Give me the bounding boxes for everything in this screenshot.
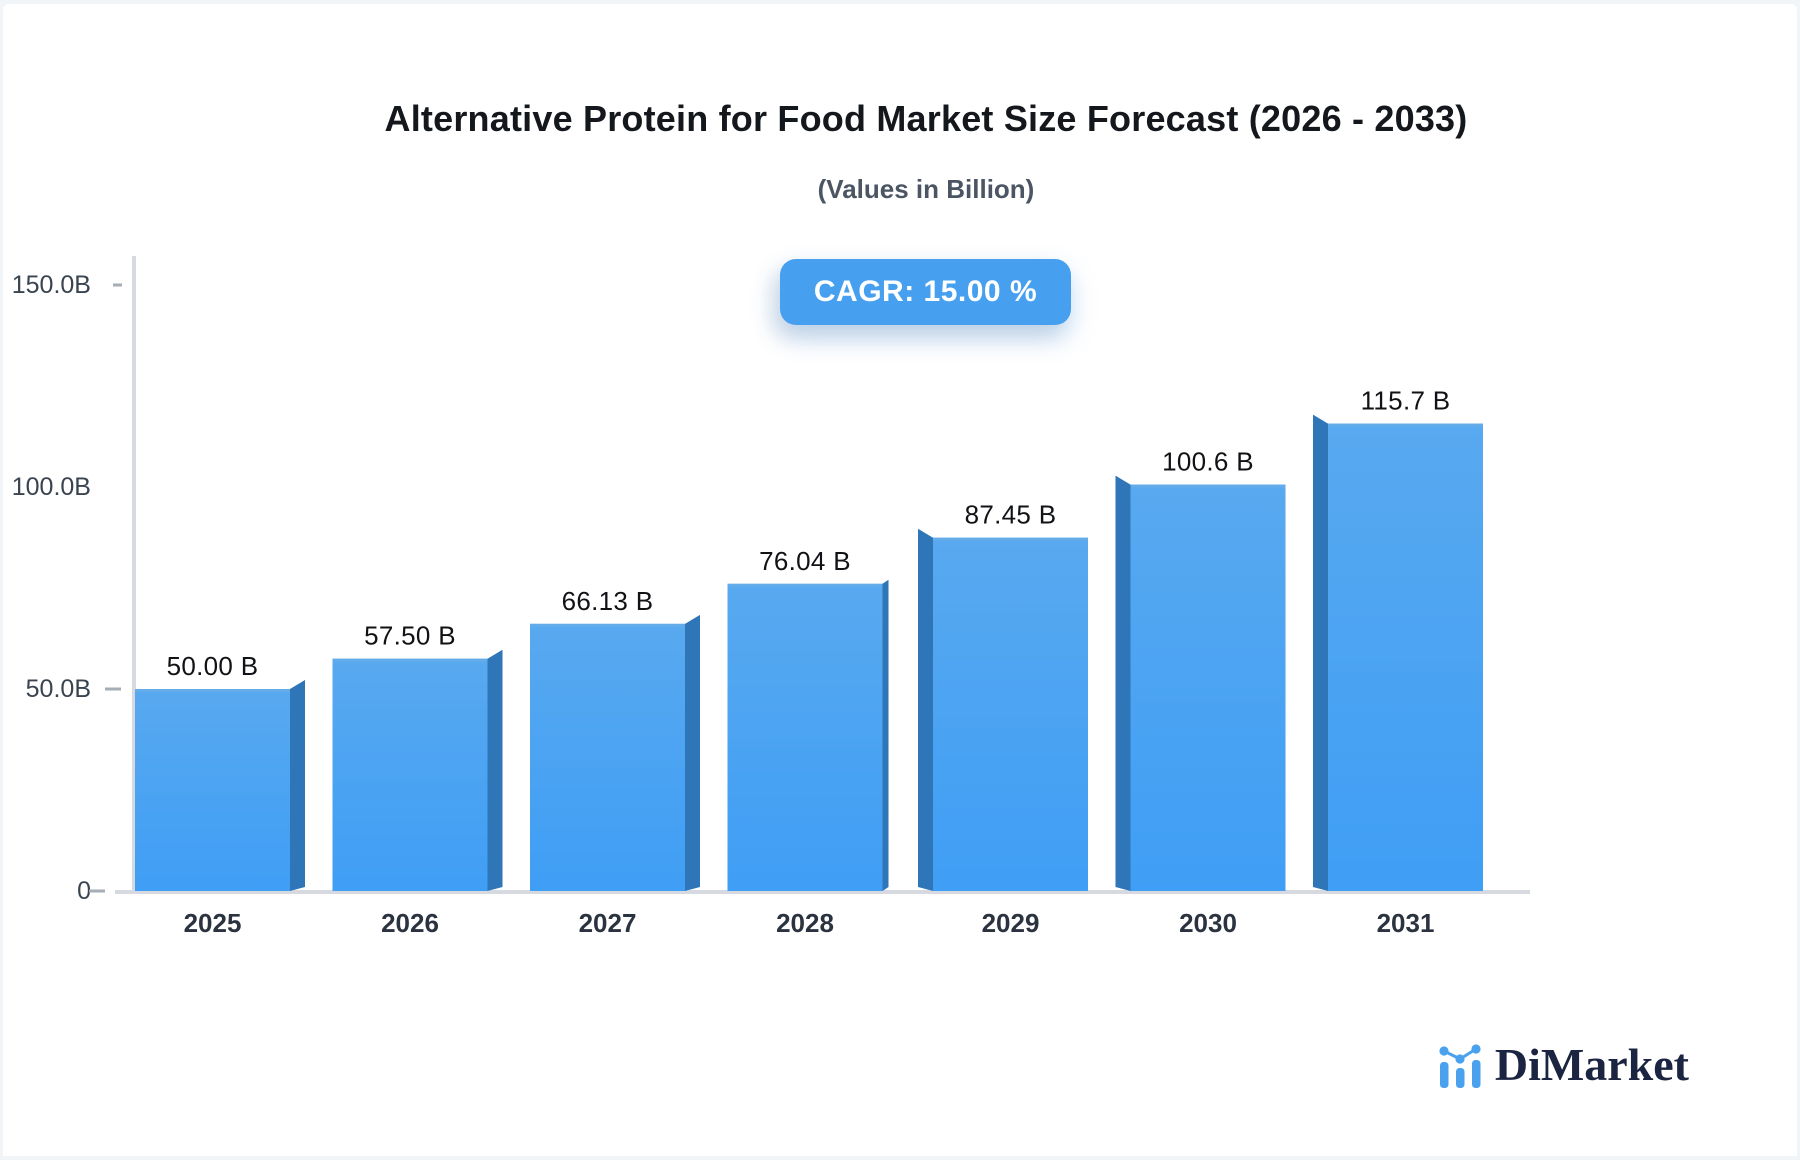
y-axis-tick-mark (89, 889, 105, 893)
bar-top-edge (727, 583, 883, 587)
bar-side-2029 (918, 528, 933, 891)
bar-top-edge (530, 623, 685, 627)
bar-value-label: 76.04 B (759, 546, 851, 576)
logo-text: DiMarket (1494, 1039, 1689, 1090)
chart-card: Alternative Protein for Food Market Size… (3, 4, 1797, 1156)
x-axis-label: 2026 (381, 908, 439, 938)
bar-value-label: 50.00 B (167, 651, 259, 681)
bar-2028 (727, 583, 883, 891)
bar-2030 (1130, 484, 1286, 891)
chart-title: Alternative Protein for Food Market Size… (384, 98, 1468, 139)
bar-top-edge (332, 658, 488, 662)
x-axis-label: 2029 (982, 908, 1040, 938)
y-axis-tick-label: 0 (77, 877, 91, 905)
y-axis-tick-label: 150.0B (12, 271, 91, 299)
bar-value-label: 100.6 B (1162, 447, 1254, 477)
bar-top-edge (135, 689, 290, 692)
y-axis-tick-mark (113, 283, 122, 287)
bar-value-label: 115.7 B (1361, 386, 1451, 416)
bar-2027 (530, 623, 685, 891)
y-axis-tick-label: 50.0B (26, 675, 91, 703)
bar-side-2031 (1313, 414, 1328, 891)
bar-top-edge (1130, 484, 1286, 488)
bar-side-2028 (882, 579, 889, 891)
x-axis-label: 2031 (1377, 908, 1435, 938)
bar-2025 (135, 689, 290, 891)
bar-chart: 0 50.0B 100.0B 150.0B 50.00 B 2025 57.50 B 2026… (12, 256, 1530, 938)
y-axis-tick-label: 100.0B (12, 473, 91, 501)
bar-2029 (933, 537, 1088, 891)
bar-side-2025 (290, 680, 305, 891)
bar-2031 (1328, 423, 1483, 891)
bar-value-label: 57.50 B (364, 621, 456, 651)
chart-subtitle: (Values in Billion) (817, 174, 1035, 204)
x-axis-label: 2030 (1179, 908, 1237, 938)
x-axis-label: 2028 (776, 908, 834, 938)
x-axis-line (115, 890, 1530, 894)
cagr-badge: CAGR: 15.00 % (780, 259, 1071, 325)
y-axis-tick-mark (105, 687, 121, 691)
bar-side-2030 (1115, 475, 1131, 891)
bar-top-edge (1328, 423, 1483, 427)
bar-value-label: 66.13 B (562, 586, 654, 616)
brand-logo: DiMarket (1437, 1040, 1689, 1088)
x-axis-label: 2025 (184, 908, 242, 938)
cagr-badge-label: CAGR: 15.00 % (813, 275, 1038, 308)
bar-side-2026 (487, 649, 503, 891)
bar-2026 (332, 658, 488, 891)
y-axis-line (132, 256, 136, 894)
x-axis-label: 2027 (579, 908, 637, 938)
bar-top-edge (933, 537, 1088, 541)
bar-value-label: 87.45 B (965, 500, 1057, 530)
bar-side-2027 (685, 614, 700, 891)
dimarket-logo-icon (1439, 1044, 1481, 1088)
